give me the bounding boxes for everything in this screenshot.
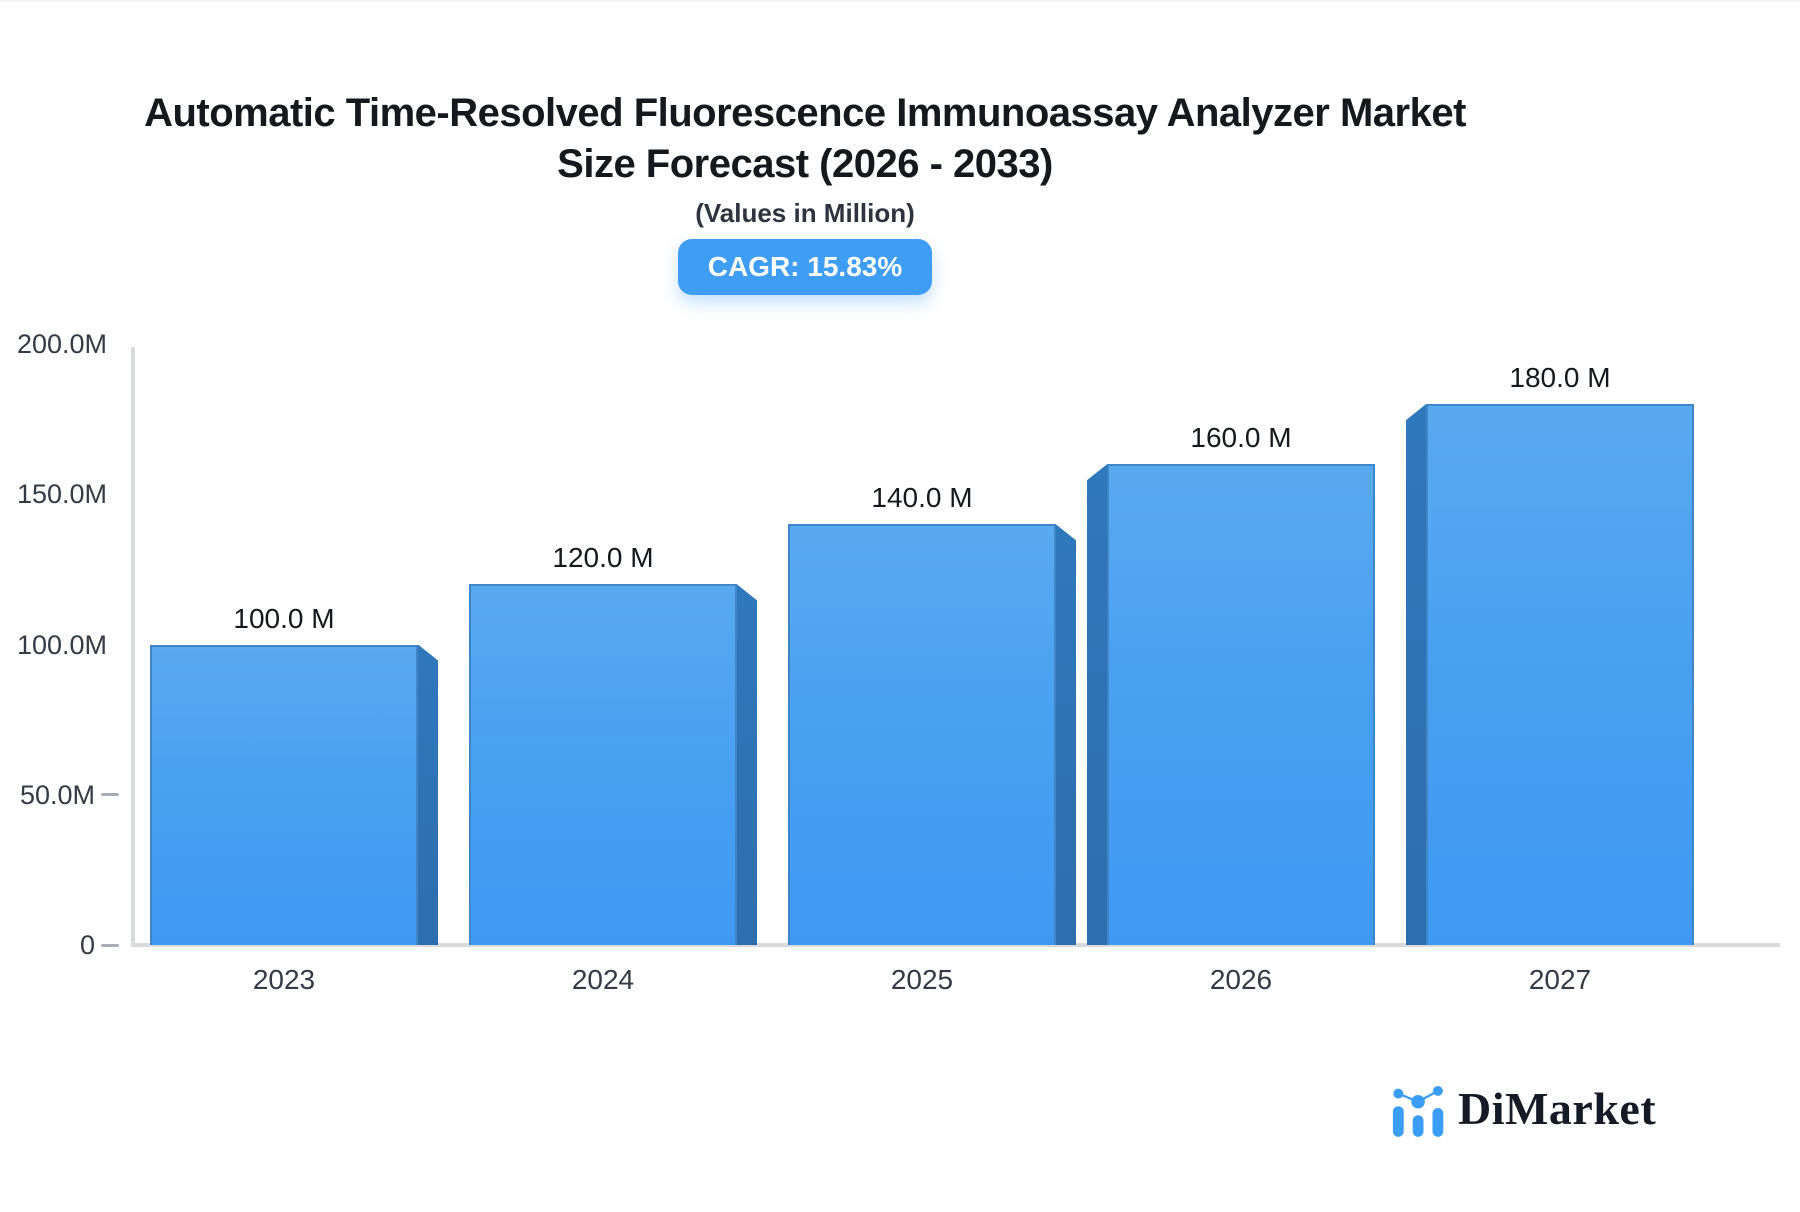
x-tick-label: 2023	[252, 964, 316, 995]
plot-area: 100.0 M 120.0 M 140.0 M 160.0 M 180.0 M	[135, 344, 1780, 945]
bar-value-label: 120.0 M	[552, 542, 654, 574]
y-tick-200: 200.0M	[0, 328, 115, 360]
dimarket-logo: DiMarket	[1392, 1078, 1656, 1138]
y-axis: 200.0M 150.0M 100.0M 50.0M 0	[0, 329, 119, 960]
bar-value-label: 100.0 M	[233, 602, 335, 634]
bar-3d-side	[1406, 404, 1426, 945]
x-tick-label: 2024	[571, 964, 635, 995]
chart-header: Automatic Time-Resolved Fluorescence Imm…	[0, 88, 1610, 296]
bar-3d-side	[1087, 464, 1107, 945]
y-tick-label: 150.0M	[16, 479, 107, 510]
x-tick-label: 2026	[1209, 964, 1273, 995]
bar-2026[interactable]: 160.0 M	[1087, 422, 1375, 945]
x-tick-label: 2027	[1528, 964, 1592, 995]
tick-mark	[101, 943, 119, 947]
bar-value-label: 140.0 M	[871, 482, 973, 514]
y-tick-100: 100.0M	[0, 629, 115, 661]
bar-value-label: 160.0 M	[1190, 422, 1292, 454]
bar-face[interactable]	[150, 644, 418, 945]
y-tick-50: 50.0M	[0, 779, 119, 811]
bar-chart-dots-icon	[1392, 1085, 1444, 1137]
bar-2025[interactable]: 140.0 M	[788, 482, 1076, 945]
bar-2024[interactable]: 120.0 M	[469, 542, 757, 945]
bar-2023[interactable]: 100.0 M	[150, 603, 438, 945]
bar-2027[interactable]: 180.0 M	[1406, 362, 1694, 945]
bar-3d-side	[737, 584, 757, 945]
bar-face[interactable]	[788, 524, 1056, 945]
bar-value-label: 180.0 M	[1509, 362, 1611, 394]
y-tick-150: 150.0M	[0, 478, 115, 510]
bar-face[interactable]	[1107, 464, 1375, 945]
y-axis-line	[131, 347, 135, 947]
chart-subtitle: (Values in Million)	[695, 198, 915, 229]
y-tick-label: 0	[79, 930, 95, 960]
bar-3d-side	[1056, 524, 1076, 945]
bar-3d-side	[418, 644, 438, 945]
bar-face[interactable]	[1426, 404, 1694, 945]
x-axis-line	[131, 943, 1780, 947]
bar-face[interactable]	[469, 584, 737, 945]
y-tick-label: 200.0M	[16, 329, 107, 359]
y-tick-label: 50.0M	[19, 779, 95, 810]
x-tick-label: 2025	[890, 964, 954, 995]
y-tick-0: 0	[0, 929, 119, 961]
cagr-badge: CAGR: 15.83%	[677, 239, 933, 296]
tick-mark	[101, 793, 119, 797]
y-tick-label: 100.0M	[16, 629, 107, 660]
page-title: Automatic Time-Resolved Fluorescence Imm…	[144, 91, 1466, 187]
logo-text: DiMarket	[1458, 1082, 1657, 1134]
x-axis-labels: 2023 2024 2025 2026 2027	[135, 964, 1780, 1004]
